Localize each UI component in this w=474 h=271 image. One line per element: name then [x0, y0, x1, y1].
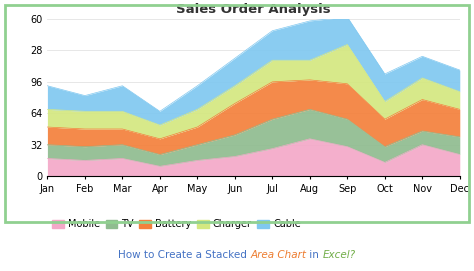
- Legend: Mobile, TV, Battery, Charger, Cable: Mobile, TV, Battery, Charger, Cable: [48, 216, 305, 233]
- Text: in: in: [306, 250, 323, 260]
- Text: How to Create a Stacked: How to Create a Stacked: [118, 250, 250, 260]
- Text: Area Chart: Area Chart: [250, 250, 306, 260]
- Title: Sales Order Analysis: Sales Order Analysis: [176, 4, 331, 17]
- Text: Excel?: Excel?: [323, 250, 356, 260]
